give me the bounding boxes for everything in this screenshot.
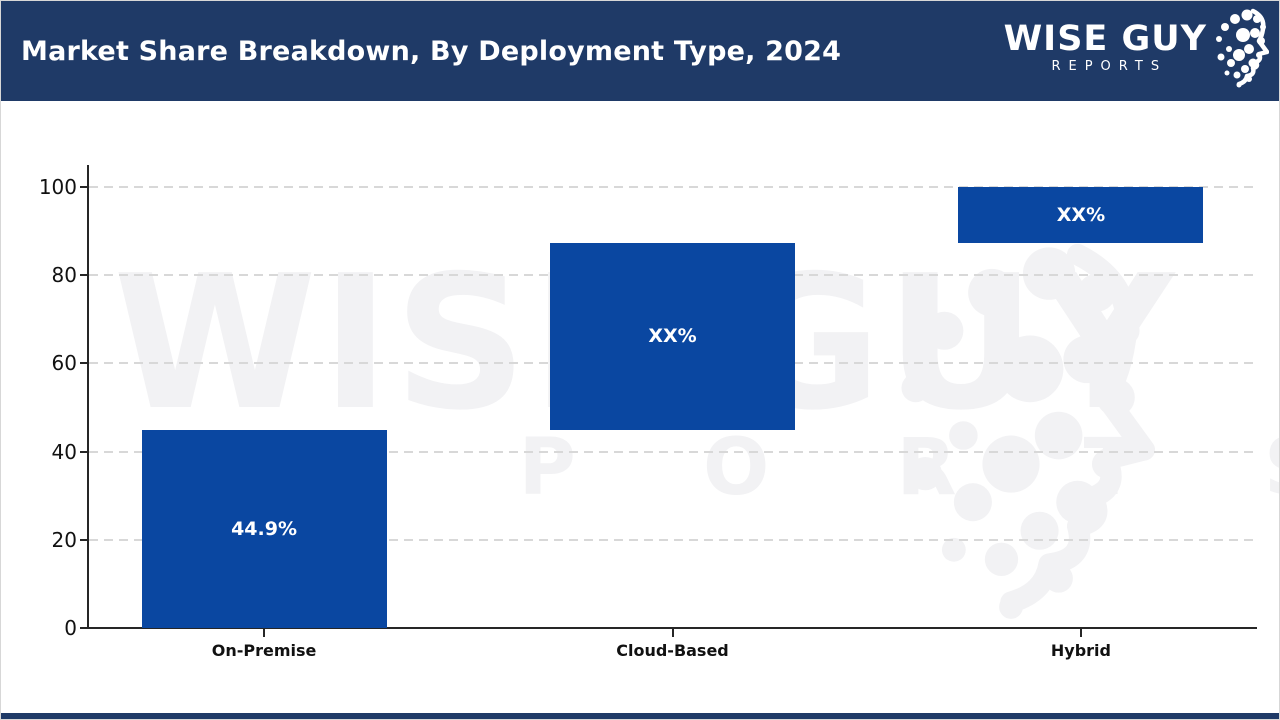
y-tick-label: 60 [51,351,77,376]
y-tick-label: 0 [64,616,77,640]
y-tick-mark [80,627,89,629]
footer-bar [1,713,1279,719]
y-tick-mark [80,274,89,277]
x-tick-mark [671,628,674,637]
brand-name: WISE GUY [1003,19,1207,59]
brand-logo: WISE GUY REPORTS [1004,5,1269,89]
x-tick-label: On-Premise [211,641,317,660]
y-tick-mark [80,186,89,188]
brand-face-icon [1216,8,1269,88]
x-tick-mark [263,628,266,637]
brand-logo-text: WISE GUY REPORTS [1004,20,1207,74]
y-tick-label: 80 [51,263,77,288]
y-tick-mark [80,362,89,365]
gridline-20 [89,538,1256,541]
y-axis-line [87,165,89,629]
y-tick-label: 20 [51,527,77,552]
bar-cloud-based: XX% [549,243,796,430]
y-tick-label: 40 [51,439,77,464]
gridline-40 [89,450,1256,453]
bar-value-label: XX% [648,325,697,348]
header-bar: Market Share Breakdown, By Deployment Ty… [1,1,1279,101]
bar-on-premise: 44.9% [141,429,387,628]
y-tick-mark [80,450,89,453]
bar-value-label: 44.9% [231,517,297,540]
x-tick-label: Hybrid [1050,641,1111,660]
watermark-face-icon [901,243,1156,619]
brand-subname: REPORTS [1051,59,1168,74]
page-title: Market Share Breakdown, By Deployment Ty… [21,35,842,67]
x-tick-mark [1079,628,1082,637]
bar-value-label: XX% [1056,204,1106,226]
y-tick-label: 100 [38,175,77,199]
gridline-100 [89,186,1256,188]
y-tick-mark [80,538,89,541]
bar-hybrid: XX% [958,187,1204,243]
x-tick-label: Cloud-Based [616,641,729,660]
